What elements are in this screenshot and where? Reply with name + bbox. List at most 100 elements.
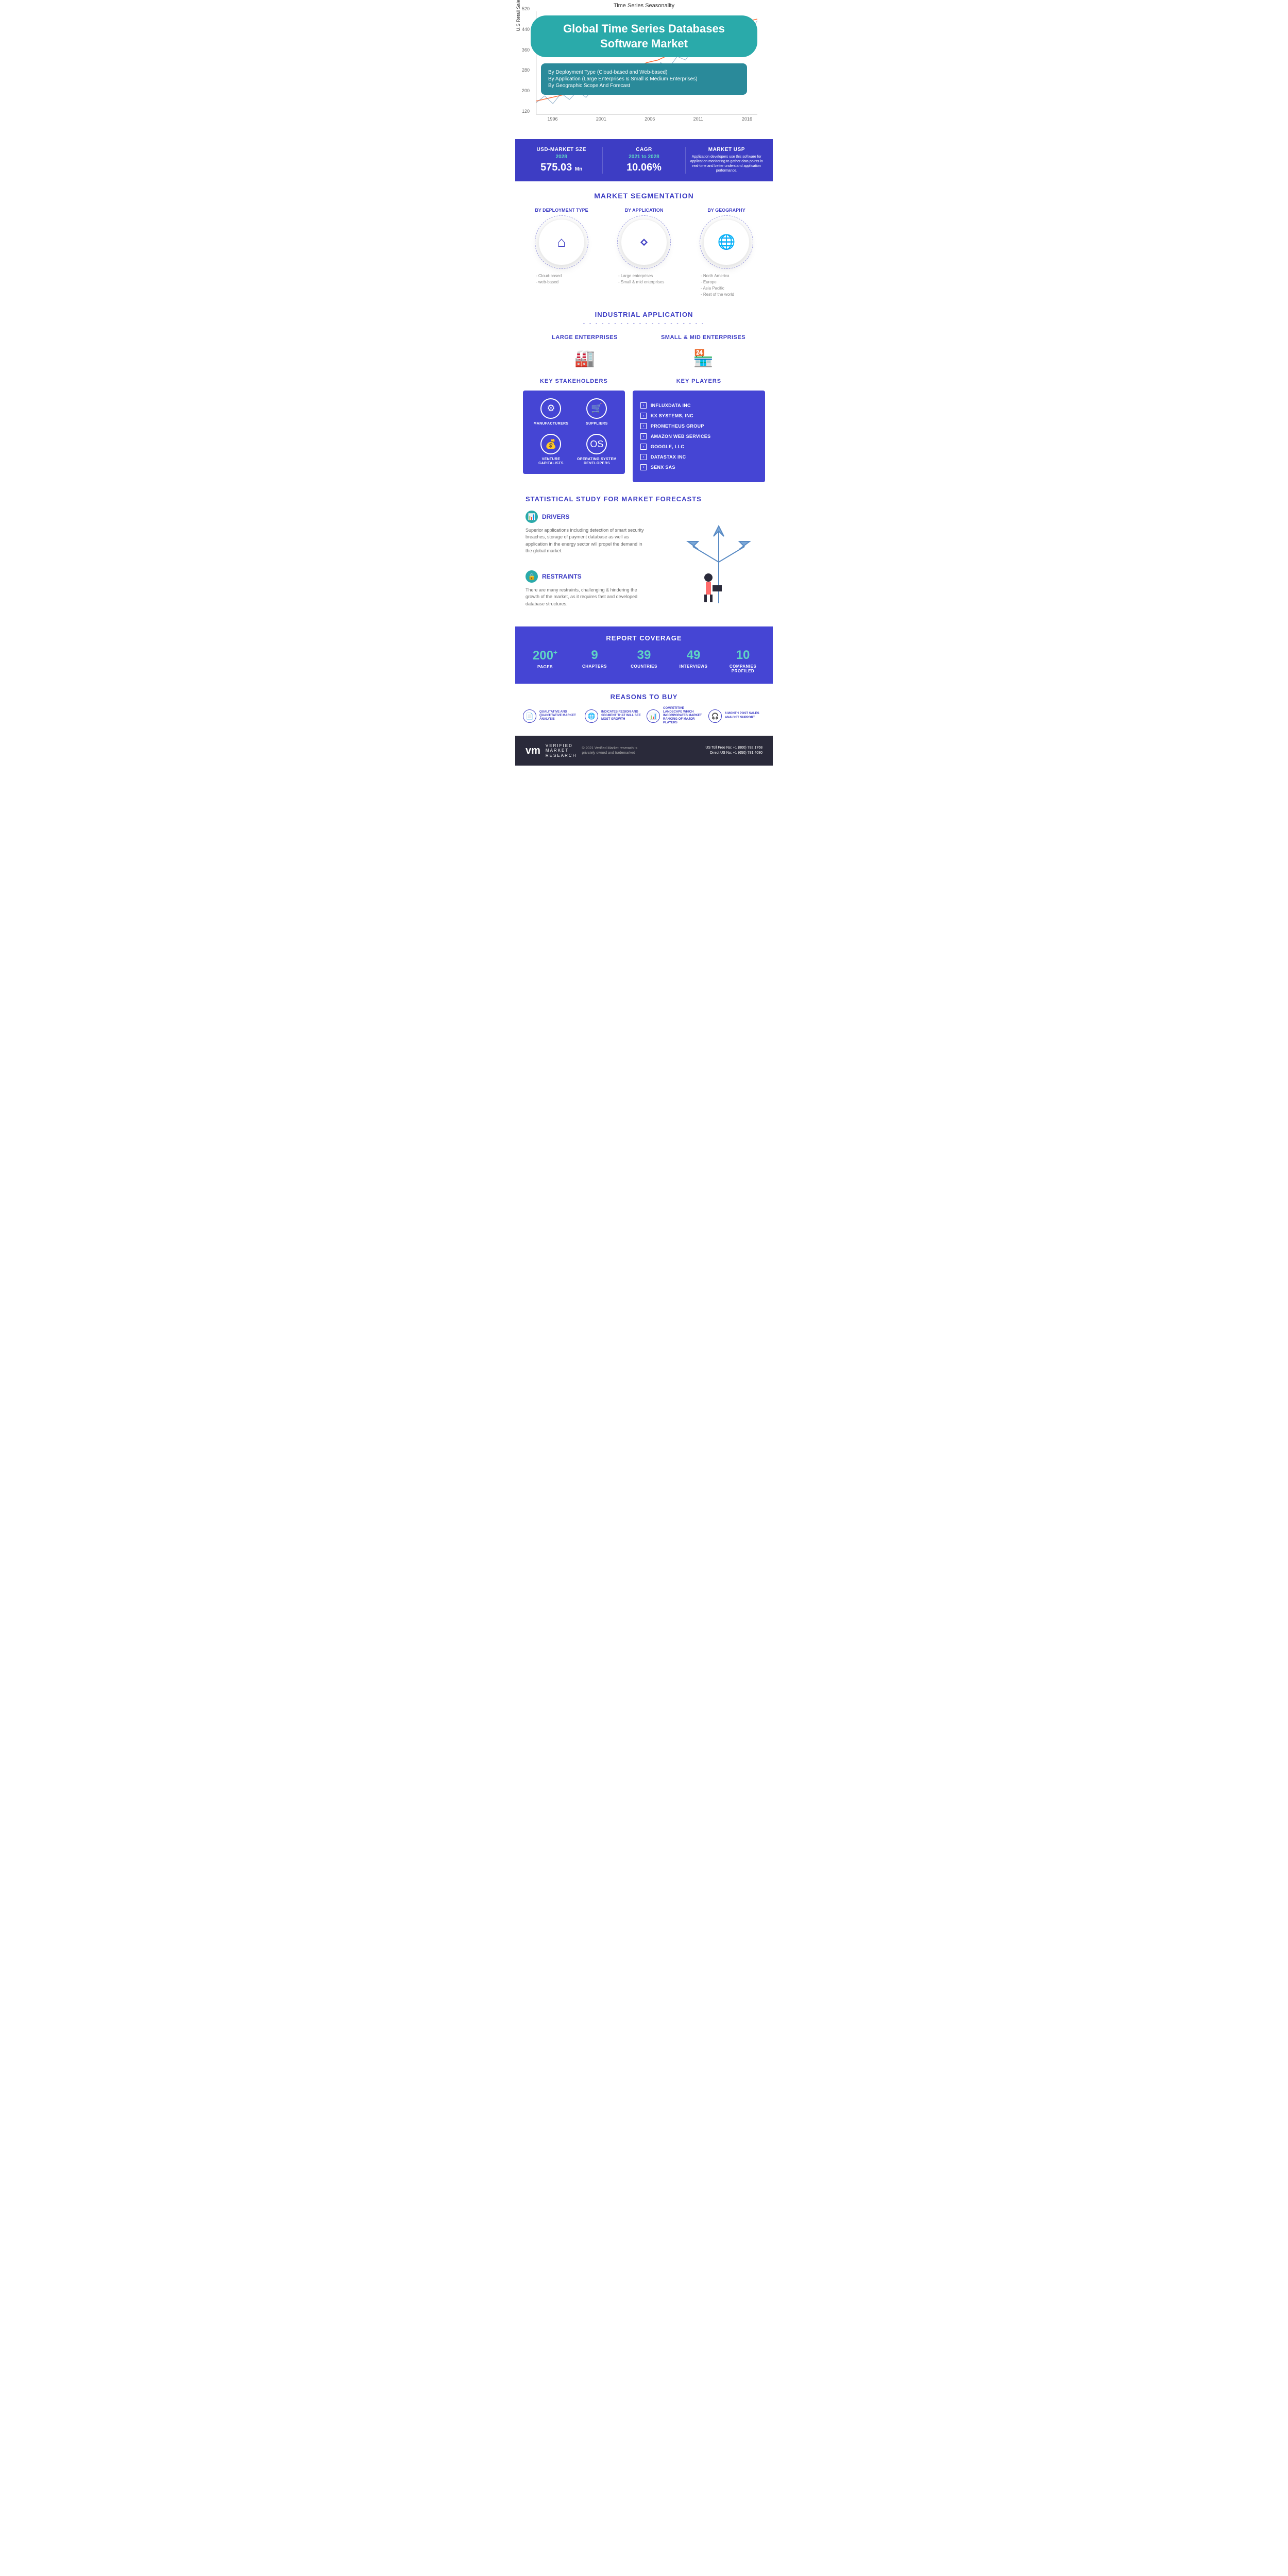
seg-deployment: BY DEPLOYMENT TYPE ⌂ - Cloud-based - web… — [520, 208, 603, 298]
chevron-icon: › — [640, 444, 647, 450]
y-tick: 520 — [522, 6, 530, 11]
stat-market-size: USD-MARKET SZE 2028 575.03 Mn — [520, 147, 603, 174]
hero-title: Global Time Series Databases Software Ma… — [531, 15, 757, 57]
chevron-icon: › — [640, 423, 647, 429]
cov-countries: 39 COUNTRIES — [619, 648, 669, 673]
chart-icon: 📊 — [526, 511, 538, 523]
seg-label: BY DEPLOYMENT TYPE — [520, 208, 603, 214]
stake-suppliers: 🛒 SUPPLIERS — [577, 398, 617, 426]
y-tick: 440 — [522, 27, 530, 32]
reasons-title: REASONS TO BUY — [515, 693, 773, 701]
player-item: ›DATASTAX INC — [640, 454, 757, 460]
drivers-heading: 📊 DRIVERS — [526, 511, 762, 523]
footer-brand: VERIFIED MARKET RESEARCH — [546, 743, 577, 758]
os-icon: OS — [586, 434, 607, 454]
ind-label: LARGE ENTERPRISES — [526, 334, 644, 341]
stat-label: MARKET USP — [688, 147, 765, 152]
seg-circle: ⌂ — [538, 219, 585, 265]
chart-title: Time Series Seasonality — [515, 0, 773, 9]
hero-sub-line: By Geographic Scope And Forecast — [548, 83, 740, 89]
document-icon: 📄 — [523, 709, 536, 723]
y-tick: 120 — [522, 109, 530, 114]
hero-sub-line: By Deployment Type (Cloud-based and Web-… — [548, 70, 740, 75]
gear-icon: ⚙ — [540, 398, 561, 419]
player-item: ›GOOGLE, LLC — [640, 444, 757, 450]
chevron-icon: › — [640, 464, 647, 470]
nodes-icon: ⋄ — [639, 233, 649, 250]
divider-dashes: - - - - - - - - - - - - - - - - - - - - — [515, 321, 773, 327]
reason-analysis: 📄 QUALITATIVE AND QUANTITATIVE MARKET AN… — [523, 707, 580, 725]
stat-description: Application developers use this software… — [688, 155, 765, 173]
chevron-icon: › — [640, 433, 647, 439]
stakeholders-title: KEY STAKEHOLDERS — [523, 378, 625, 384]
stat-label: USD-MARKET SZE — [523, 147, 600, 152]
footer-left: vm VERIFIED MARKET RESEARCH © 2021 Verif… — [526, 743, 637, 758]
seg-circle: ⋄ — [621, 219, 667, 265]
ind-label: SMALL & MID ENTERPRISES — [644, 334, 762, 341]
trolley-icon: 🛒 — [586, 398, 607, 419]
headset-icon: 🎧 — [708, 709, 722, 723]
y-tick: 280 — [522, 67, 530, 73]
coverage-bar: REPORT COVERAGE 200+ PAGES 9 CHAPTERS 39… — [515, 626, 773, 684]
players-title: KEY PLAYERS — [633, 378, 765, 384]
stat-usp: MARKET USP Application developers use th… — [686, 147, 768, 174]
reason-support: 🎧 6 MONTH POST SALES ANALYST SUPPORT — [708, 707, 765, 725]
stake-os-dev: OS OPERATING SYSTEM DEVELOPERS — [577, 434, 617, 466]
forecast-title: STATISTICAL STUDY FOR MARKET FORECASTS — [526, 495, 762, 503]
hero-section: Time Series Seasonality U.S Retail Sales… — [515, 0, 773, 139]
cov-pages: 200+ PAGES — [520, 648, 570, 673]
seg-label: BY GEOGRAPHY — [685, 208, 768, 214]
x-tick: 2001 — [596, 116, 606, 122]
seg-geography: BY GEOGRAPHY 🌐 - North America - Europe … — [685, 208, 768, 298]
coverage-title: REPORT COVERAGE — [520, 634, 768, 642]
chevron-icon: › — [640, 454, 647, 460]
lock-icon: 🔒 — [526, 570, 538, 583]
players-box: ›INFLUXDATA INC ›KX SYSTEMS, INC ›PROMET… — [633, 391, 765, 482]
drivers-text: Superior applications including detectio… — [526, 527, 649, 555]
industrial-title: INDUSTRIAL APPLICATION — [515, 311, 773, 318]
footer: vm VERIFIED MARKET RESEARCH © 2021 Verif… — [515, 736, 773, 766]
stat-label: CAGR — [605, 147, 682, 152]
seg-label: BY APPLICATION — [603, 208, 685, 214]
reason-growth: 🌐 INDICATES REGION AND SEGMENT THAT WILL… — [585, 707, 641, 725]
stat-value: 575.03 Mn — [523, 162, 600, 174]
ind-large: LARGE ENTERPRISES 🏭 — [526, 334, 644, 368]
player-item: ›SENX SAS — [640, 464, 757, 470]
x-tick: 1996 — [547, 116, 557, 122]
player-item: ›PROMETHEUS GROUP — [640, 423, 757, 429]
laptop-icon: ⌂ — [557, 234, 566, 250]
cov-chapters: 9 CHAPTERS — [570, 648, 619, 673]
shop-icon: 🏪 — [644, 348, 762, 368]
bars-icon: 📊 — [647, 709, 660, 723]
y-axis-label: U.S Retail Sales [Billions of USD] — [516, 0, 521, 31]
seg-list: - Cloud-based - web-based — [536, 273, 587, 285]
globe-icon: 🌐 — [718, 233, 736, 250]
restraints-text: There are many restraints, challenging &… — [526, 587, 649, 608]
globe-icon: 🌐 — [585, 709, 598, 723]
footer-phone: US Toll Free No: +1 (800) 782 1768 Direc… — [705, 745, 762, 756]
ind-small: SMALL & MID ENTERPRISES 🏪 — [644, 334, 762, 368]
coverage-row: 200+ PAGES 9 CHAPTERS 39 COUNTRIES 49 IN… — [520, 648, 768, 673]
chevron-icon: › — [640, 413, 647, 419]
stat-value: 10.06% — [605, 162, 682, 174]
stat-cagr: CAGR 2021 to 2028 10.06% — [603, 147, 685, 174]
logo-icon: vm — [526, 745, 540, 757]
hero-sub-line: By Application (Large Enterprises & Smal… — [548, 76, 740, 82]
seg-list: - North America - Europe - Asia Pacific … — [701, 273, 752, 298]
y-tick: 200 — [522, 88, 530, 93]
footer-copyright: © 2021 Verified Market reserach is priva… — [582, 746, 637, 755]
factory-icon: 🏭 — [526, 348, 644, 368]
player-item: ›KX SYSTEMS, INC — [640, 413, 757, 419]
stat-year: 2028 — [523, 154, 600, 160]
x-tick: 2006 — [645, 116, 655, 122]
segmentation-title: MARKET SEGMENTATION — [515, 192, 773, 200]
cov-companies: 10 COMPANIES PROFILED — [718, 648, 768, 673]
forecast-section: 📊 DRIVERS Superior applications includin… — [515, 511, 773, 614]
industrial-row: LARGE ENTERPRISES 🏭 SMALL & MID ENTERPRI… — [515, 334, 773, 368]
seg-application: BY APPLICATION ⋄ - Large enterprises - S… — [603, 208, 685, 298]
player-item: ›AMAZON WEB SERVICES — [640, 433, 757, 439]
segmentation-row: BY DEPLOYMENT TYPE ⌂ - Cloud-based - web… — [515, 208, 773, 298]
money-icon: 💰 — [540, 434, 561, 454]
stakeholders-box: ⚙ MANUFACTURERS 🛒 SUPPLIERS 💰 VENTURE CA… — [523, 391, 625, 474]
stakeholders-players-row: KEY STAKEHOLDERS ⚙ MANUFACTURERS 🛒 SUPPL… — [515, 378, 773, 482]
